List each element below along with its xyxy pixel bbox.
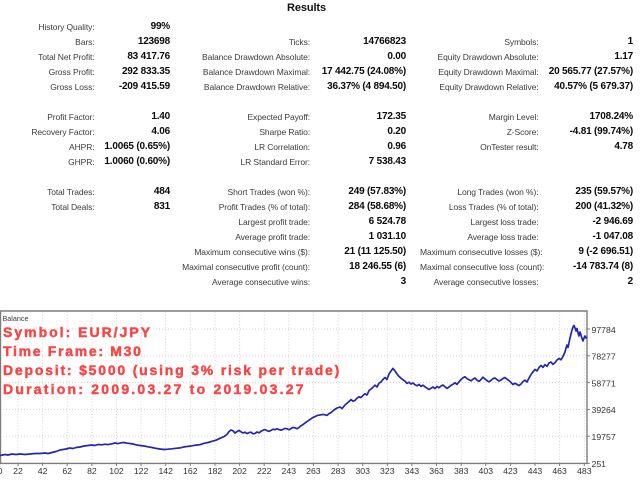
svg-text:463: 463 [552,466,567,476]
svg-text:303: 303 [355,466,370,476]
svg-text:78277: 78277 [592,352,616,362]
svg-text:102: 102 [109,466,124,476]
svg-text:142: 142 [158,466,173,476]
svg-text:403: 403 [479,466,494,476]
svg-text:19757: 19757 [592,432,616,442]
svg-text:343: 343 [405,466,420,476]
svg-text:97784: 97784 [592,325,616,335]
svg-text:22: 22 [13,466,23,476]
svg-text:222: 222 [257,466,272,476]
svg-text:42: 42 [38,466,48,476]
svg-text:0: 0 [0,466,3,476]
svg-text:39264: 39264 [592,405,616,415]
svg-text:82: 82 [87,466,97,476]
svg-text:243: 243 [282,466,297,476]
svg-text:182: 182 [208,466,223,476]
svg-text:Balance: Balance [3,314,29,323]
svg-text:202: 202 [232,466,247,476]
svg-text:62: 62 [62,466,72,476]
svg-text:58771: 58771 [592,378,616,388]
svg-text:383: 383 [454,466,469,476]
svg-text:483: 483 [577,466,592,476]
svg-text:251: 251 [592,459,607,469]
svg-text:443: 443 [528,466,543,476]
svg-text:363: 363 [429,466,444,476]
svg-text:283: 283 [331,466,346,476]
svg-text:162: 162 [183,466,198,476]
svg-text:323: 323 [380,466,395,476]
svg-text:423: 423 [503,466,518,476]
svg-text:122: 122 [134,466,149,476]
svg-text:263: 263 [306,466,321,476]
